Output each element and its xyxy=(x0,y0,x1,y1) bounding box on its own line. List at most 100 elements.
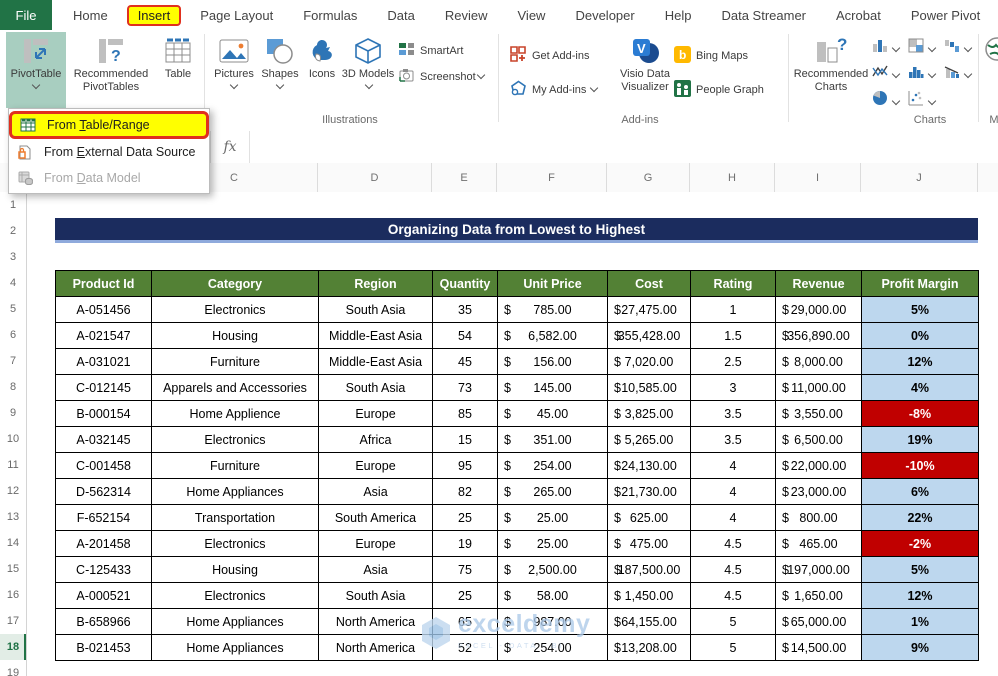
pictures-button[interactable]: Pictures xyxy=(210,32,258,108)
waterfall-chart-button[interactable] xyxy=(944,38,973,58)
cell-rating[interactable]: 3.5 xyxy=(690,400,776,427)
row-header-6[interactable]: 6 xyxy=(9,329,17,341)
column-header-C[interactable]: C xyxy=(151,163,318,192)
cell-rating[interactable]: 4.5 xyxy=(690,556,776,583)
cell-cost[interactable]: $7,020.00 xyxy=(607,348,691,375)
cell-rating[interactable]: 3.5 xyxy=(690,426,776,453)
cell-profit-margin[interactable]: 12% xyxy=(861,582,979,609)
cell-unit-price[interactable]: $265.00 xyxy=(497,478,608,505)
row-header-7[interactable]: 7 xyxy=(9,355,17,367)
cell-product-id[interactable]: F-652154 xyxy=(55,504,152,531)
tab-data[interactable]: Data xyxy=(387,7,415,23)
cell-product-id[interactable]: A-032145 xyxy=(55,426,152,453)
row-header-4[interactable]: 4 xyxy=(9,277,17,289)
cell-quantity[interactable]: 15 xyxy=(432,426,498,453)
cell-unit-price[interactable]: $785.00 xyxy=(497,296,608,323)
icons-button[interactable]: Icons xyxy=(303,32,341,108)
smartart-button[interactable]: SmartArt xyxy=(399,42,463,59)
cell-revenue[interactable]: $65,000.00 xyxy=(775,608,862,635)
cell-category[interactable]: Electronics xyxy=(151,582,319,609)
cell-product-id[interactable]: C-001458 xyxy=(55,452,152,479)
cell-product-id[interactable]: A-201458 xyxy=(55,530,152,557)
cell-profit-margin[interactable]: 9% xyxy=(861,634,979,661)
column-header-E[interactable]: E xyxy=(432,163,497,192)
cell-profit-margin[interactable]: 0% xyxy=(861,322,979,349)
tab-page-layout[interactable]: Page Layout xyxy=(200,7,274,23)
row-header-13[interactable]: 13 xyxy=(6,511,20,523)
cell-cost[interactable]: $24,130.00 xyxy=(607,452,691,479)
tab-help[interactable]: Help xyxy=(664,7,692,23)
sheet-area[interactable]: 1 2 3 4 5 6 7 8 9 10 11 12 13 14 15 16 17 18 19 Organizing… xyxy=(0,192,998,676)
cell-region[interactable]: Europe xyxy=(318,530,433,557)
cell-revenue[interactable]: $800.00 xyxy=(775,504,862,531)
cell-revenue[interactable]: $197,000.00 xyxy=(775,556,862,583)
cell-unit-price[interactable]: $351.00 xyxy=(497,426,608,453)
cell-revenue[interactable]: $3,550.00 xyxy=(775,400,862,427)
cell-product-id[interactable]: A-051456 xyxy=(55,296,152,323)
cell-product-id[interactable]: B-658966 xyxy=(55,608,152,635)
maps-button[interactable] xyxy=(984,36,998,67)
cell-product-id[interactable]: A-000521 xyxy=(55,582,152,609)
column-header-J[interactable]: J xyxy=(861,163,978,192)
cell-product-id[interactable]: C-012145 xyxy=(55,374,152,401)
cell-region[interactable]: South America xyxy=(318,504,433,531)
cell-revenue[interactable]: $22,000.00 xyxy=(775,452,862,479)
cell-quantity[interactable]: 35 xyxy=(432,296,498,323)
cell-quantity[interactable]: 54 xyxy=(432,322,498,349)
cell-quantity[interactable]: 95 xyxy=(432,452,498,479)
pivottable-button[interactable]: PivotTable xyxy=(6,32,66,108)
row-header-14[interactable]: 14 xyxy=(6,537,20,549)
cell-unit-price[interactable]: $45.00 xyxy=(497,400,608,427)
cell-category[interactable]: Housing xyxy=(151,322,319,349)
cell-region[interactable]: South Asia xyxy=(318,374,433,401)
cell-product-id[interactable]: D-562314 xyxy=(55,478,152,505)
cell-rating[interactable]: 5 xyxy=(690,634,776,661)
bing-maps-button[interactable]: b Bing Maps xyxy=(674,46,748,66)
cell-revenue[interactable]: $14,500.00 xyxy=(775,634,862,661)
shapes-button[interactable]: Shapes xyxy=(258,32,302,108)
cell-category[interactable]: Housing xyxy=(151,556,319,583)
recommended-charts-button[interactable]: ? Recommended Charts xyxy=(793,36,869,93)
cell-cost[interactable]: $625.00 xyxy=(607,504,691,531)
cell-rating[interactable]: 4 xyxy=(690,504,776,531)
cell-profit-margin[interactable]: 22% xyxy=(861,504,979,531)
cell-product-id[interactable]: A-021547 xyxy=(55,322,152,349)
cell-cost[interactable]: $27,475.00 xyxy=(607,296,691,323)
column-header-G[interactable]: G xyxy=(607,163,690,192)
cell-unit-price[interactable]: $6,582.00 xyxy=(497,322,608,349)
cell-revenue[interactable]: $356,890.00 xyxy=(775,322,862,349)
tab-formulas[interactable]: Formulas xyxy=(303,7,358,23)
row-header-15[interactable]: 15 xyxy=(6,563,20,575)
cell-region[interactable]: Europe xyxy=(318,452,433,479)
row-header-9[interactable]: 9 xyxy=(9,407,17,419)
cell-region[interactable]: Middle-East Asia xyxy=(318,348,433,375)
histogram-chart-button[interactable] xyxy=(908,64,937,84)
sheet-title-banner[interactable]: Organizing Data from Lowest to Highest xyxy=(55,218,978,243)
cell-cost[interactable]: $5,265.00 xyxy=(607,426,691,453)
cell-rating[interactable]: 3 xyxy=(690,374,776,401)
column-header-I[interactable]: I xyxy=(775,163,861,192)
tab-file[interactable]: File xyxy=(0,0,52,30)
cell-quantity[interactable]: 73 xyxy=(432,374,498,401)
cell-cost[interactable]: $3,825.00 xyxy=(607,400,691,427)
cell-cost[interactable]: $21,730.00 xyxy=(607,478,691,505)
cell-unit-price[interactable]: $145.00 xyxy=(497,374,608,401)
get-addins-button[interactable]: Get Add-ins xyxy=(510,46,589,66)
cell-product-id[interactable]: A-031021 xyxy=(55,348,152,375)
cell-profit-margin[interactable]: 5% xyxy=(861,296,979,323)
table-button[interactable]: Table xyxy=(156,32,200,108)
cell-profit-margin[interactable]: -10% xyxy=(861,452,979,479)
cell-profit-margin[interactable]: 19% xyxy=(861,426,979,453)
cell-category[interactable]: Apparels and Accessories xyxy=(151,374,319,401)
tab-home[interactable]: Home xyxy=(73,7,108,23)
pie-chart-button[interactable] xyxy=(872,90,901,111)
row-header-19[interactable]: 19 xyxy=(6,667,20,676)
cell-category[interactable]: Electronics xyxy=(151,530,319,557)
cell-region[interactable]: Europe xyxy=(318,400,433,427)
cell-unit-price[interactable]: $25.00 xyxy=(497,530,608,557)
cell-unit-price[interactable]: $58.00 xyxy=(497,582,608,609)
cell-revenue[interactable]: $465.00 xyxy=(775,530,862,557)
visio-data-visualizer-button[interactable]: V Visio Data Visualizer xyxy=(618,32,672,108)
cell-cost[interactable]: $10,585.00 xyxy=(607,374,691,401)
cell-category[interactable]: Furniture xyxy=(151,348,319,375)
